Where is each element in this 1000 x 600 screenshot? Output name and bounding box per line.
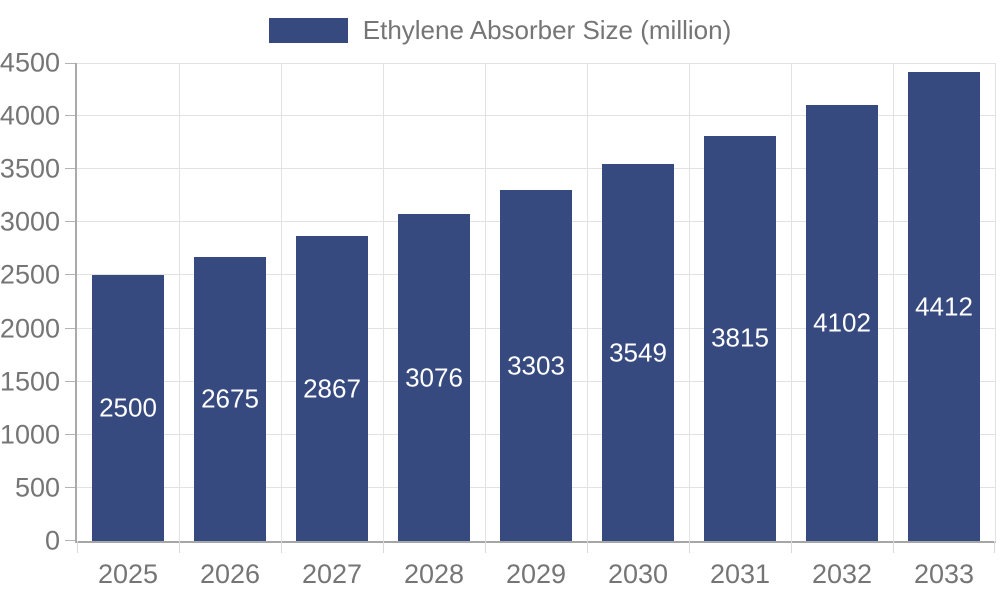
bar[interactable]: 2500 [92,275,164,541]
x-gridline [178,63,180,541]
x-axis-tick [790,541,792,553]
x-gridline [790,63,792,541]
y-axis-tick [65,540,75,541]
x-axis-tick [688,541,690,553]
y-axis-label: 3500 [0,153,60,184]
plot-area: 0 500 1000 1500 2000 2500 3000 3500 4000 4500 2500… [0,48,996,589]
bar-value-label: 3815 [711,322,769,353]
bar[interactable]: 4102 [806,105,878,541]
x-axis-tick [280,541,282,553]
bar[interactable]: 3815 [704,135,776,541]
x-axis-label: 2025 [97,559,159,589]
x-axis-tick [76,541,78,553]
y-axis-tick [65,115,75,117]
bar[interactable]: 2867 [296,236,368,541]
bar-value-label: 4102 [813,307,871,338]
x-axis-tick [484,541,486,553]
x-axis-label: 2033 [913,559,975,589]
x-axis-label: 2030 [607,559,669,589]
bar-value-label: 3076 [405,362,463,393]
bar-value-label: 2675 [201,383,259,414]
x-axis-tick [892,541,894,553]
x-gridline [586,63,588,541]
x-gridline [382,63,384,541]
x-axis-tick [994,541,995,553]
y-gridline [77,115,995,117]
y-axis-tick [65,433,75,435]
y-axis-tick [65,380,75,382]
x-axis-tick [382,541,384,553]
y-axis-label: 4000 [0,100,60,131]
x-gridline [892,63,894,541]
x-axis-label: 2027 [301,559,363,589]
y-gridline [77,63,995,64]
x-axis-label: 2029 [505,559,567,589]
y-axis-tick [65,486,75,488]
y-axis-label: 2000 [0,313,60,344]
x-axis-tick [178,541,180,553]
y-axis-label: 1000 [0,419,60,450]
x-gridline [484,63,486,541]
y-axis-tick [65,63,75,64]
x-gridline [280,63,282,541]
bar-value-label: 4412 [915,291,973,322]
x-axis-tick [586,541,588,553]
legend-swatch [268,18,348,43]
y-axis-tick [65,221,75,223]
bar-value-label: 3549 [609,337,667,368]
y-axis-tick [65,274,75,276]
y-axis-label: 2500 [0,259,60,290]
x-axis-label: 2026 [199,559,261,589]
y-axis-tick [65,168,75,170]
bar[interactable]: 3549 [602,164,674,541]
y-gridline [77,168,995,170]
x-gridline [688,63,690,541]
y-axis-label: 3000 [0,206,60,237]
y-axis-label: 500 [14,472,60,503]
y-axis-label: 4500 [0,47,60,78]
bar[interactable]: 3076 [398,214,470,541]
y-axis-tick [65,327,75,329]
bar[interactable]: 2675 [194,256,266,541]
x-axis-label: 2031 [709,559,771,589]
y-axis-label: 0 [44,525,60,556]
y-axis-label: 1500 [0,366,60,397]
bar[interactable]: 4412 [908,72,980,541]
bar-value-label: 3303 [507,350,565,381]
bar[interactable]: 3303 [500,190,572,541]
legend-label: Ethylene Absorber Size (million) [362,15,732,45]
bar-value-label: 2500 [99,392,157,423]
x-axis-label: 2032 [811,559,873,589]
legend[interactable]: Ethylene Absorber Size (million) [0,15,1000,46]
x-axis-label: 2028 [403,559,465,589]
bar-value-label: 2867 [303,373,361,404]
